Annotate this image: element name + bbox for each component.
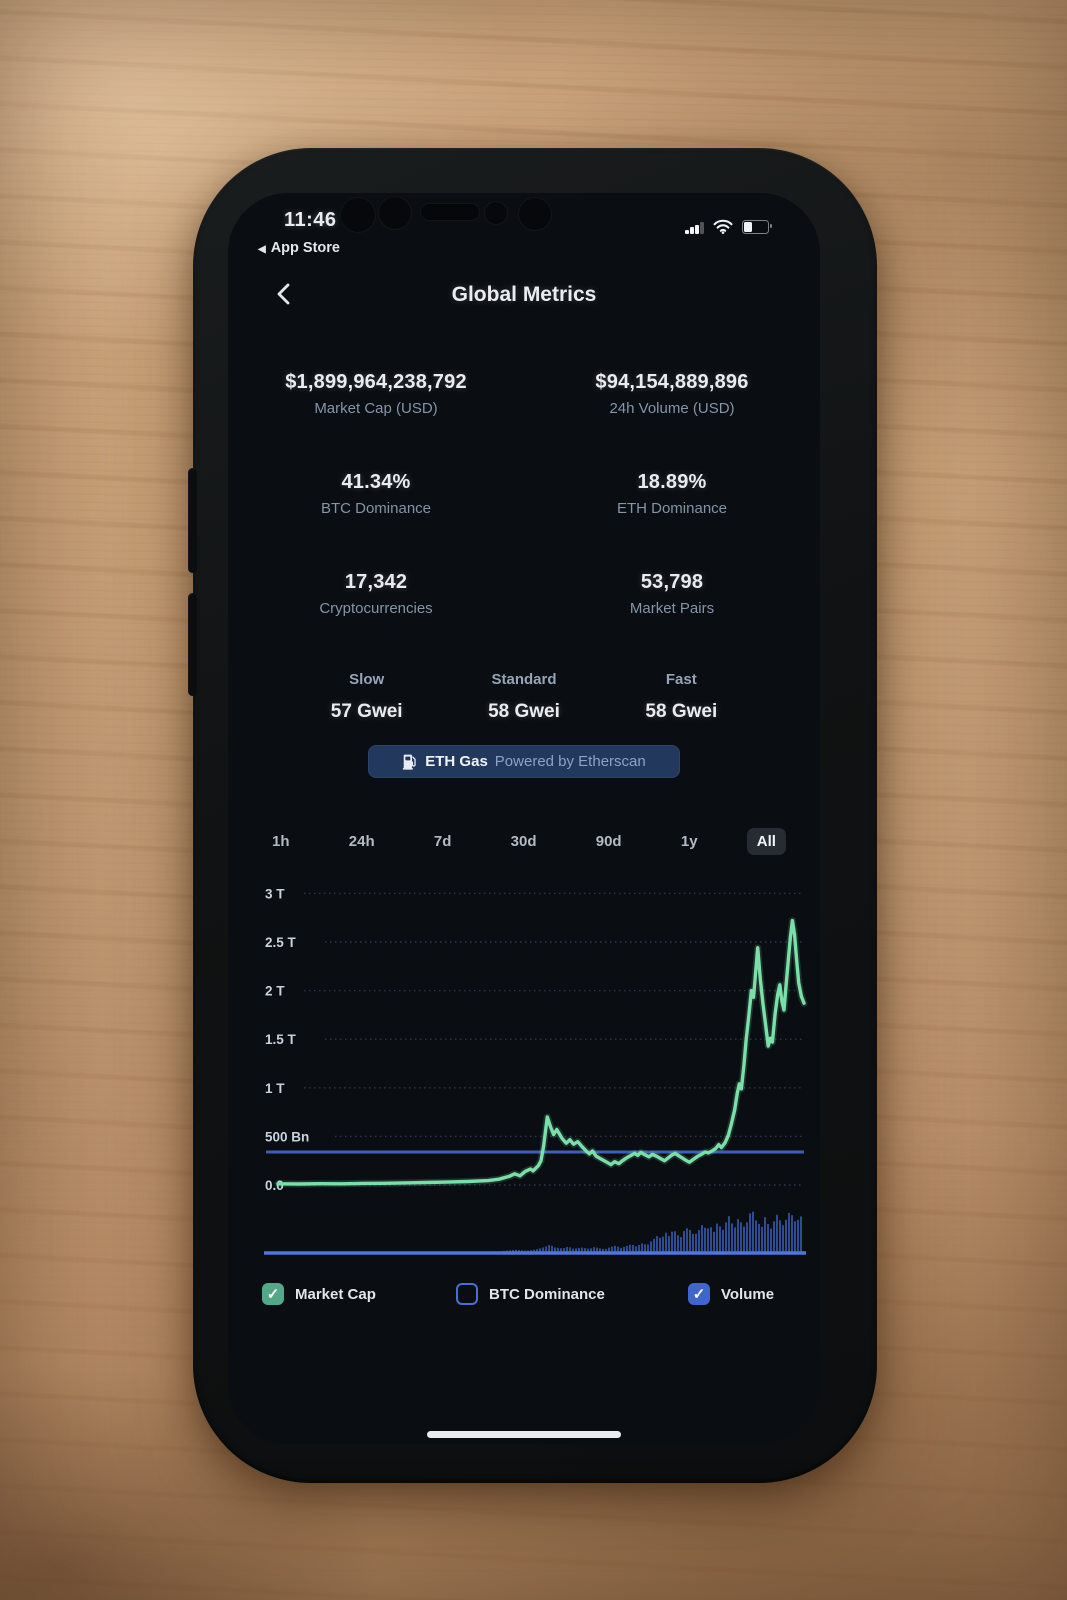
stat-24h-volume: $94,154,889,896 24h Volume (USD) <box>524 370 820 417</box>
stat-value: $1,899,964,238,792 <box>285 371 467 393</box>
legend-label: BTC Dominance <box>489 1285 605 1303</box>
stat-label: ETH Dominance <box>616 500 728 517</box>
svg-text:500 Bn: 500 Bn <box>265 1129 309 1144</box>
legend-volume-toggle[interactable]: ✓ Volume <box>688 1283 774 1305</box>
gas-slow-label: Slow <box>349 671 385 688</box>
eth-gas-subtitle: Powered by Etherscan <box>494 753 646 770</box>
battery-icon <box>741 219 772 234</box>
tab-30d[interactable]: 30d <box>510 832 537 850</box>
stat-cryptocurrencies: 17,342 Cryptocurrencies <box>228 570 524 617</box>
gas-tier-values: 57 Gwei 58 Gwei 58 Gwei <box>288 701 760 723</box>
checkbox-checked-icon: ✓ <box>262 1283 284 1305</box>
svg-text:1.5 T: 1.5 T <box>265 1032 297 1047</box>
back-to-app-store-link[interactable]: ◀ App Store <box>258 240 340 256</box>
legend-market-cap-toggle[interactable]: ✓ Market Cap <box>262 1283 376 1305</box>
gas-fast-label: Fast <box>665 671 697 688</box>
stats-row: $1,899,964,238,792 Market Cap (USD) $94,… <box>228 370 820 417</box>
stat-value: 41.34% <box>341 471 411 493</box>
svg-text:1 T: 1 T <box>265 1081 285 1096</box>
stat-label: 24h Volume (USD) <box>609 400 735 417</box>
status-bar-time: 11:46 <box>284 209 337 231</box>
stat-label: Market Cap (USD) <box>314 400 438 417</box>
svg-text:2.5 T: 2.5 T <box>265 935 297 950</box>
stat-label: Market Pairs <box>629 600 715 617</box>
stat-label: Cryptocurrencies <box>319 600 433 617</box>
market-cap-chart[interactable]: 3 T 2.5 T 2 T 1.5 T 1 T 500 Bn 0.0 <box>256 881 812 1261</box>
stat-value: 53,798 <box>640 571 704 593</box>
svg-text:2 T: 2 T <box>265 984 285 999</box>
legend-label: Volume <box>721 1285 775 1303</box>
range-tab-bar: 1h 24h 7d 30d 90d 1y All <box>262 826 786 856</box>
stat-market-cap: $1,899,964,238,792 Market Cap (USD) <box>228 370 524 417</box>
tab-24h[interactable]: 24h <box>348 832 375 850</box>
back-app-label: App Store <box>270 240 340 256</box>
camera-reflection-icon <box>378 196 412 230</box>
checkbox-checked-icon: ✓ <box>688 1283 710 1305</box>
camera-reflection-icon <box>484 201 508 225</box>
volume-up-button[interactable] <box>188 468 197 573</box>
stat-label: BTC Dominance <box>320 500 432 517</box>
camera-reflection-icon <box>518 197 552 231</box>
volume-down-button[interactable] <box>188 593 197 696</box>
stat-btc-dominance: 41.34% BTC Dominance <box>228 470 524 517</box>
tab-1y[interactable]: 1y <box>680 832 698 850</box>
phone-screen: 11:46 ◀ App Store Global Metrics <box>228 193 820 1444</box>
camera-reflection-icon <box>340 197 376 233</box>
tab-7d[interactable]: 7d <box>433 832 452 850</box>
gas-standard-value: 58 Gwei <box>488 701 560 722</box>
eth-gas-title: ETH Gas <box>425 753 488 770</box>
page-title: Global Metrics <box>451 283 597 306</box>
gas-slow-value: 57 Gwei <box>330 701 403 722</box>
back-chevron-button[interactable] <box>272 281 298 307</box>
checkbox-unchecked-icon: ✓ <box>456 1283 478 1305</box>
chart-canvas[interactable]: 3 T 2.5 T 2 T 1.5 T 1 T 500 Bn 0.0 <box>256 881 812 1261</box>
phone: 11:46 ◀ App Store Global Metrics <box>188 148 877 1483</box>
stat-value: $94,154,889,896 <box>595 371 749 393</box>
cellular-signal-icon <box>685 222 704 234</box>
back-triangle-icon: ◀ <box>258 243 266 255</box>
status-bar-icons <box>685 219 772 234</box>
stat-value: 17,342 <box>344 571 408 593</box>
gas-pump-icon <box>403 754 416 770</box>
home-indicator[interactable] <box>427 1431 621 1438</box>
gas-tier-labels: Slow Standard Fast <box>288 671 760 688</box>
speaker-reflection-icon <box>420 203 480 221</box>
legend-label: Market Cap <box>295 1285 376 1303</box>
stat-eth-dominance: 18.89% ETH Dominance <box>524 470 820 517</box>
gas-standard-label: Standard <box>491 671 557 688</box>
stat-value: 18.89% <box>637 471 707 493</box>
eth-gas-badge[interactable]: ETH Gas Powered by Etherscan <box>368 745 680 778</box>
tab-1h[interactable]: 1h <box>272 832 290 850</box>
svg-text:0.0: 0.0 <box>265 1178 284 1193</box>
svg-text:3 T: 3 T <box>265 886 285 901</box>
legend-btc-dominance-toggle[interactable]: ✓ BTC Dominance <box>456 1283 605 1305</box>
stat-market-pairs: 53,798 Market Pairs <box>524 570 820 617</box>
gas-fast-value: 58 Gwei <box>645 701 718 722</box>
stats-row: 17,342 Cryptocurrencies 53,798 Market Pa… <box>228 570 820 617</box>
stats-row: 41.34% BTC Dominance 18.89% ETH Dominanc… <box>228 470 820 517</box>
wifi-icon <box>712 219 733 234</box>
tab-all[interactable]: All <box>746 827 786 855</box>
tab-90d[interactable]: 90d <box>595 832 622 850</box>
